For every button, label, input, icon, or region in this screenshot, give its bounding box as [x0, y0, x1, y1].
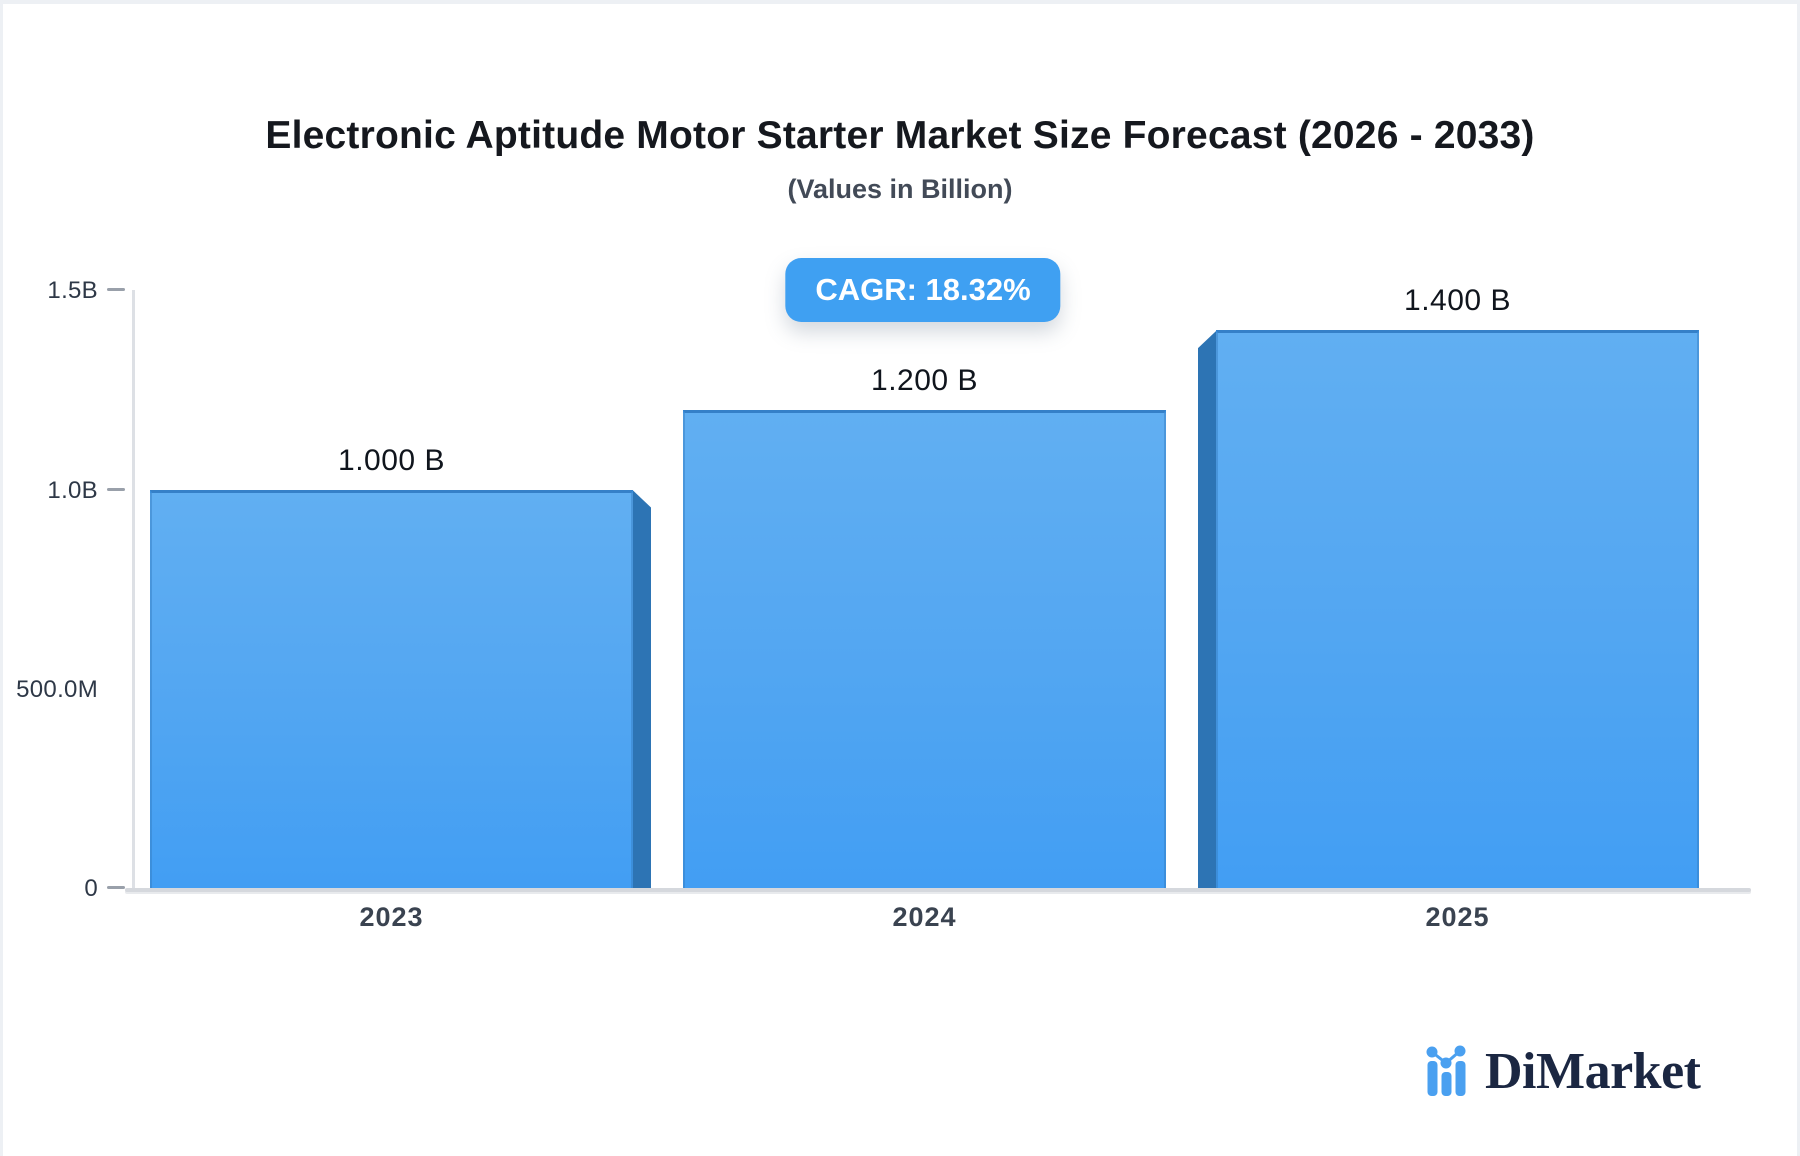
x-tick-label: 2025	[1425, 902, 1490, 932]
bar-value-label: 1.000 B	[338, 443, 445, 477]
x-axis-line	[125, 888, 1751, 892]
cagr-badge: CAGR: 18.32%	[785, 258, 1061, 322]
y-tick-label: 1.0B	[47, 476, 98, 504]
mini-bar-chart-icon	[1426, 1044, 1472, 1096]
x-tick-label: 2023	[359, 902, 424, 932]
x-tick-label: 2024	[892, 902, 957, 932]
y-tick-mark	[107, 487, 125, 491]
y-tick-label: 500.0M	[16, 675, 98, 703]
bar-3d-side	[632, 489, 651, 888]
y-tick-label: 0	[84, 875, 98, 902]
bar-2024	[683, 409, 1166, 888]
bar-value-label: 1.400 B	[1404, 284, 1511, 318]
brand-logo: DiMarket	[1426, 1042, 1701, 1100]
brand-logo-text: DiMarket	[1485, 1043, 1701, 1100]
y-tick-mark	[107, 288, 125, 292]
chart-subtitle: (Values in Billion)	[787, 174, 1013, 204]
bar-2023	[150, 489, 633, 888]
bar-value-label: 1.200 B	[871, 363, 978, 397]
chart-title: Electronic Aptitude Motor Starter Market…	[265, 114, 1535, 157]
bar-3d-side	[1198, 330, 1217, 888]
y-tick-mark	[107, 886, 125, 889]
chart-card: Electronic Aptitude Motor Starter Market…	[3, 4, 1797, 1156]
y-axis-line	[132, 290, 135, 889]
y-tick-label: 1.5B	[47, 277, 98, 305]
bar-2025	[1216, 330, 1699, 888]
